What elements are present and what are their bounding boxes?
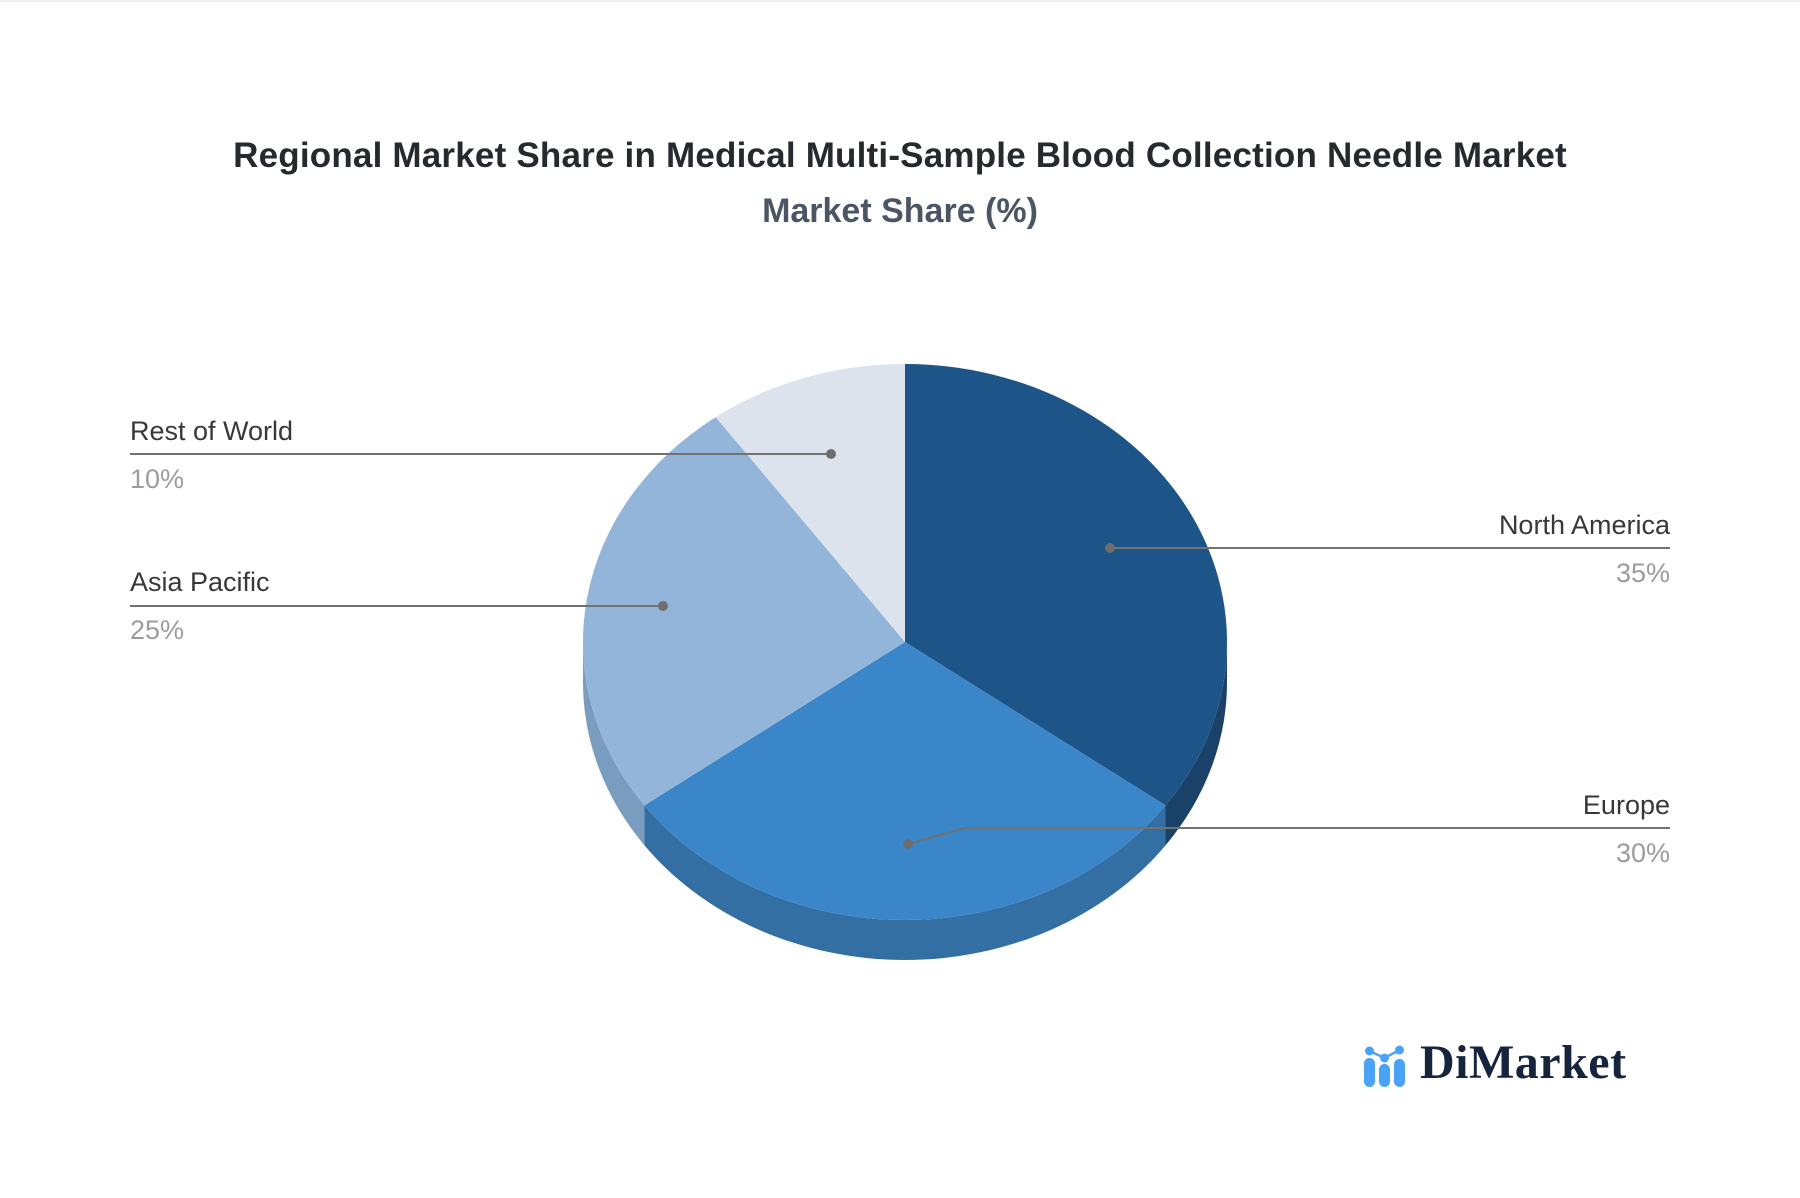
label-asia-pacific-value: 25% [130, 615, 185, 645]
pie-slice-rest-of-world[interactable] [715, 364, 905, 642]
logo-wordmark: DiMarket [1420, 1036, 1627, 1089]
label-europe: Europe 30% [1583, 788, 1670, 870]
label-rest-of-world-value: 10% [130, 464, 185, 494]
pie-slice-north-america[interactable] [905, 364, 1227, 806]
label-europe-value: 30% [1615, 838, 1670, 868]
leader-dot-europe [903, 839, 913, 849]
chart-subtitle: Market Share (%) [762, 192, 1038, 230]
dimarket-logo: DiMarket [1362, 1038, 1627, 1088]
label-europe-name: Europe [1582, 790, 1670, 820]
label-north-america-name: North America [1498, 510, 1670, 540]
label-rest-of-world-name: Rest of World [130, 416, 294, 446]
pie-slice-side-europe [644, 805, 1166, 960]
leader-dot-rest-of-world [826, 449, 836, 459]
leader-dot-north-america [1105, 543, 1115, 553]
pie-slice-side-asia-pacific [583, 642, 645, 846]
label-north-america: North America 35% [1499, 508, 1670, 590]
pie-slice-europe[interactable] [644, 642, 1166, 920]
bar-line-chart-icon [1364, 1045, 1405, 1087]
label-asia-pacific: Asia Pacific 25% [130, 565, 270, 647]
pie-slice-side-north-america [1165, 642, 1227, 846]
label-rest-of-world: Rest of World 10% [130, 414, 293, 496]
leader-line-europe [907, 827, 1670, 845]
chart-title: Regional Market Share in Medical Multi-S… [233, 136, 1567, 175]
pie-slice-asia-pacific[interactable] [582, 417, 905, 806]
label-north-america-value: 35% [1615, 558, 1670, 588]
label-asia-pacific-name: Asia Pacific [130, 567, 270, 597]
leader-dot-asia-pacific [658, 601, 668, 611]
